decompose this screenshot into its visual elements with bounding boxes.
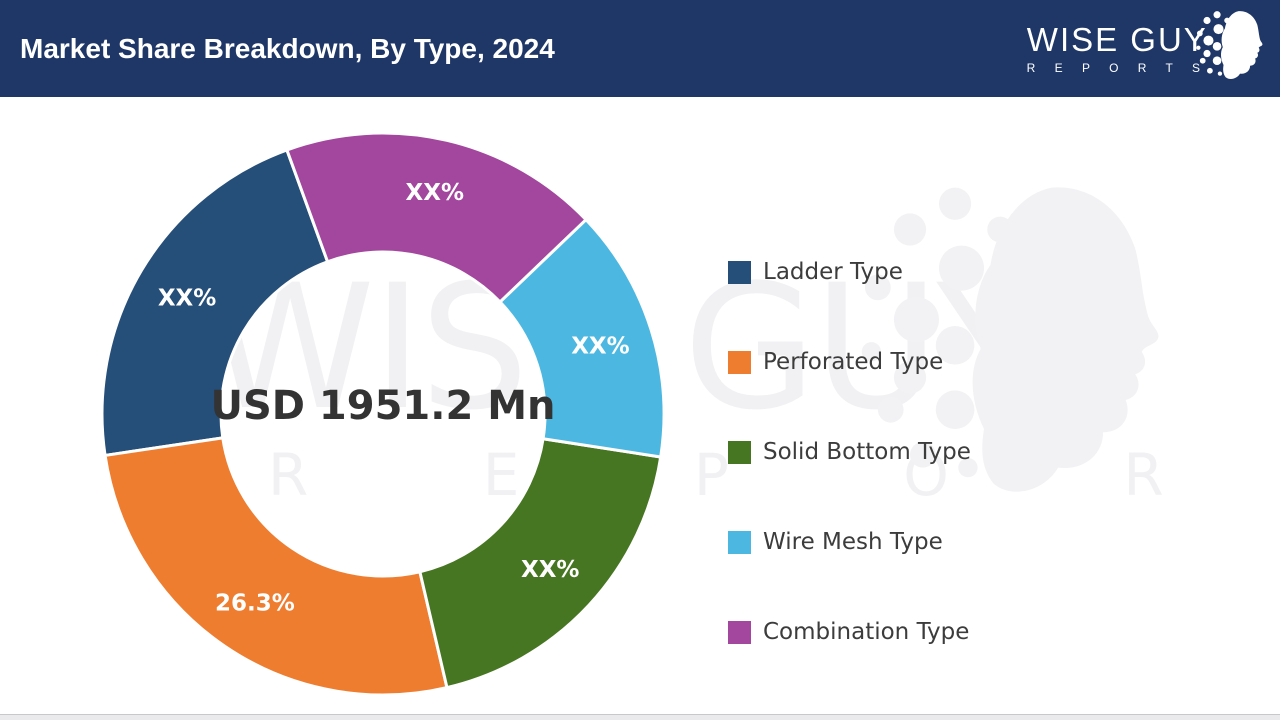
legend-label-combination-type: Combination Type <box>763 619 970 645</box>
legend-label-solid-bottom-type: Solid Bottom Type <box>763 439 971 465</box>
segment-label-perforated-type: 26.3% <box>215 591 295 617</box>
header-bar: Market Share Breakdown, By Type, 2024 WI… <box>0 0 1280 97</box>
donut-segment-solid-bottom-type <box>418 437 663 690</box>
legend-swatch-perforated-type <box>728 350 751 374</box>
segment-label-combination-type: XX% <box>405 180 464 206</box>
donut-chart: XX% 26.3% XX% XX% XX% <box>99 130 667 698</box>
logo-text: WISE GUY R E P O R T S <box>1026 21 1208 75</box>
wiseguy-logo: WISE GUY R E P O R T S <box>1027 9 1280 88</box>
logo-wordmark: WISE GUY <box>1026 21 1208 59</box>
wiseguy-face-icon <box>1196 11 1263 80</box>
legend: Ladder Type Perforated Type Solid Bottom T… <box>728 227 971 677</box>
donut-segment-ladder-type <box>100 148 330 457</box>
legend-label-ladder-type: Ladder Type <box>763 259 903 285</box>
logo-reports-text: R E P O R T S <box>1026 60 1208 75</box>
donut-segment-combination-type <box>285 131 588 304</box>
legend-swatch-ladder-type <box>728 260 751 284</box>
legend-label-perforated-type: Perforated Type <box>763 349 944 375</box>
segment-label-ladder-type: XX% <box>158 285 217 311</box>
legend-item-wire-mesh-type: Wire Mesh Type <box>728 497 971 587</box>
page-title: Market Share Breakdown, By Type, 2024 <box>20 32 555 64</box>
legend-item-solid-bottom-type: Solid Bottom Type <box>728 407 971 497</box>
legend-item-combination-type: Combination Type <box>728 587 971 677</box>
legend-swatch-solid-bottom-type <box>728 440 751 464</box>
segment-label-solid-bottom-type: XX% <box>521 557 580 583</box>
legend-item-ladder-type: Ladder Type <box>728 227 971 317</box>
legend-swatch-combination-type <box>728 620 751 644</box>
footer-strip <box>0 714 1280 720</box>
legend-swatch-wire-mesh-type <box>728 530 751 554</box>
legend-item-perforated-type: Perforated Type <box>728 317 971 407</box>
chart-center-value: USD 1951.2 Mn <box>210 383 556 429</box>
segment-label-wire-mesh-type: XX% <box>571 334 630 360</box>
donut-segment-perforated-type <box>103 436 449 697</box>
legend-label-wire-mesh-type: Wire Mesh Type <box>763 529 943 555</box>
